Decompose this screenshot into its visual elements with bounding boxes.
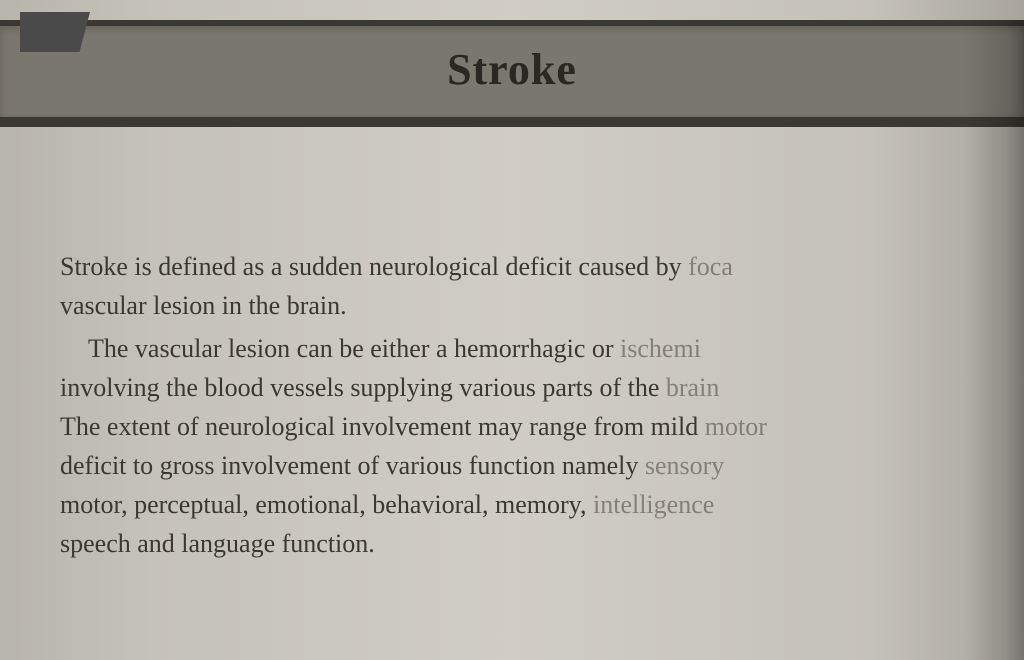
- body-content: Stroke is defined as a sudden neurologic…: [0, 127, 1024, 563]
- text-line: involving the blood vessels supplying va…: [60, 373, 666, 402]
- cutoff-text: ischemi: [620, 334, 701, 363]
- cutoff-text: brain: [666, 373, 719, 402]
- chapter-title: Stroke: [0, 44, 1024, 95]
- header-region: Stroke: [0, 20, 1024, 127]
- cutoff-text: motor: [705, 412, 767, 441]
- text-line: speech and language function.: [60, 529, 375, 558]
- chapter-tab-icon: [20, 12, 90, 52]
- text-line: vascular lesion in the brain.: [60, 291, 347, 320]
- paragraph-2: The vascular lesion can be either a hemo…: [60, 329, 994, 563]
- text-line: deficit to gross involvement of various …: [60, 451, 645, 480]
- text-line: The extent of neurological involvement m…: [60, 412, 705, 441]
- cutoff-text: sensory: [645, 451, 724, 480]
- cutoff-text: intelligence: [593, 490, 714, 519]
- paragraph-1: Stroke is defined as a sudden neurologic…: [60, 247, 994, 325]
- title-bar: Stroke: [0, 20, 1024, 127]
- text-line: motor, perceptual, emotional, behavioral…: [60, 490, 593, 519]
- cutoff-text: foca: [688, 252, 733, 281]
- text-line: The vascular lesion can be either a hemo…: [88, 334, 620, 363]
- document-page: Stroke Stroke is defined as a sudden neu…: [0, 20, 1024, 660]
- text-line: Stroke is defined as a sudden neurologic…: [60, 252, 688, 281]
